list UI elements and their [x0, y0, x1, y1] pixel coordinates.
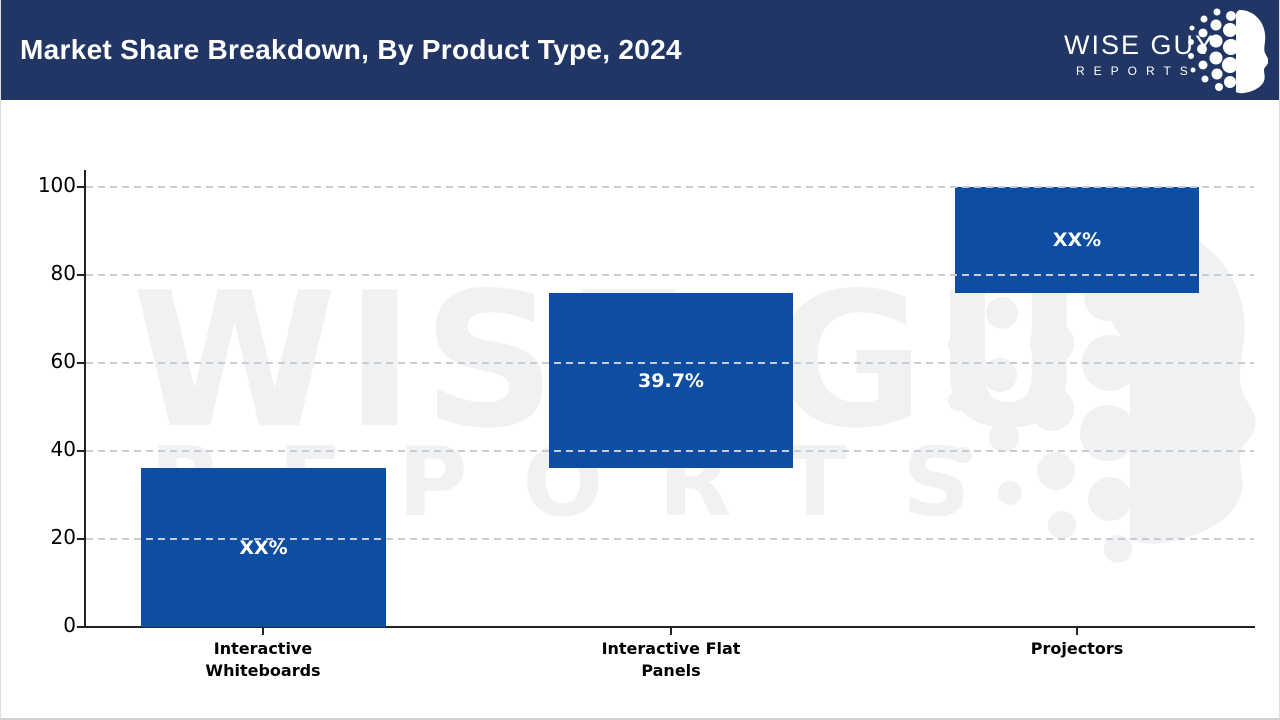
bar-value-label: 39.7%	[638, 369, 704, 392]
x-category-label: Interactive Whiteboards	[205, 639, 321, 680]
bar-projectors: XX%	[955, 187, 1199, 293]
page-title: Market Share Breakdown, By Product Type,…	[20, 34, 682, 65]
header-bar: Market Share Breakdown, By Product Type,…	[0, 0, 1280, 100]
chart-plot-area: XX% 39.7% XX% 100 80 60 40 20 0 Interact…	[0, 100, 1280, 720]
y-tick-label-0: 0	[63, 613, 76, 637]
logo-head-icon	[1188, 8, 1268, 94]
y-tick	[77, 626, 84, 628]
x-tick	[670, 628, 672, 635]
gridline-20	[86, 538, 1254, 540]
bar-value-label: XX%	[239, 536, 288, 559]
x-tick	[1076, 628, 1078, 635]
y-tick-label-60: 60	[50, 349, 76, 373]
y-tick	[77, 450, 84, 452]
bar-value-label: XX%	[1052, 229, 1102, 251]
y-tick-label-100: 100	[37, 173, 76, 197]
y-tick	[77, 538, 84, 540]
gridline-40	[86, 450, 1254, 452]
x-category-label: Interactive Flat Panels	[601, 639, 741, 680]
x-tick	[262, 628, 264, 635]
y-tick	[77, 274, 84, 276]
bar-interactive-flat-panels: 39.7%	[549, 293, 793, 468]
y-tick	[77, 186, 84, 188]
y-tick	[77, 362, 84, 364]
gridline-100	[86, 186, 1254, 188]
gridline-60	[86, 362, 1254, 364]
y-axis-line	[84, 170, 86, 627]
x-axis-line	[84, 626, 1255, 628]
y-tick-label-20: 20	[50, 525, 76, 549]
bar-interactive-whiteboards: XX%	[141, 468, 386, 627]
gridline-80	[86, 274, 1254, 276]
x-category-label: Projectors	[1030, 639, 1124, 658]
y-tick-label-40: 40	[50, 437, 76, 461]
y-tick-label-80: 80	[50, 261, 76, 285]
logo-subtitle: REPORTS	[1076, 64, 1197, 78]
wise-guy-logo: WISE GUY REPORTS	[1018, 6, 1268, 96]
